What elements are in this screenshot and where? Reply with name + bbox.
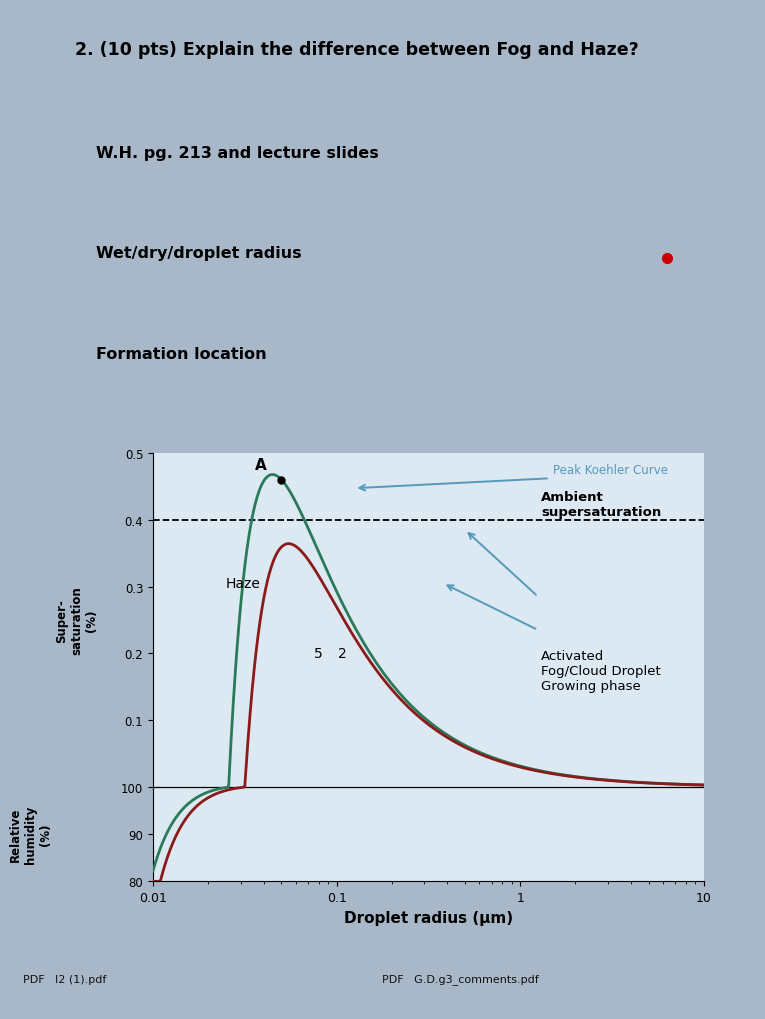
Text: Relative
humidity
(%): Relative humidity (%) (9, 805, 52, 863)
Text: Activated
Fog/Cloud Droplet
Growing phase: Activated Fog/Cloud Droplet Growing phas… (541, 649, 661, 692)
Text: 2: 2 (338, 646, 347, 660)
Text: PDF   G.D.g3_comments.pdf: PDF G.D.g3_comments.pdf (382, 973, 539, 984)
Text: A: A (256, 458, 267, 473)
X-axis label: Droplet radius (μm): Droplet radius (μm) (343, 910, 513, 924)
Text: Formation location: Formation location (96, 346, 266, 362)
Text: W.H. pg. 213 and lecture slides: W.H. pg. 213 and lecture slides (96, 146, 379, 161)
Text: 2. (10 pts) Explain the difference between Fog and Haze?: 2. (10 pts) Explain the difference betwe… (75, 41, 639, 59)
Text: Ambient
supersaturation: Ambient supersaturation (541, 490, 662, 518)
Text: PDF   l2 (1).pdf: PDF l2 (1).pdf (23, 973, 106, 983)
Text: Wet/dry/droplet radius: Wet/dry/droplet radius (96, 246, 301, 261)
Text: Super-
saturation
(%): Super- saturation (%) (55, 586, 98, 655)
Text: Peak Koehler Curve: Peak Koehler Curve (552, 464, 668, 477)
Text: 5: 5 (314, 646, 323, 660)
Text: Haze: Haze (226, 576, 261, 590)
